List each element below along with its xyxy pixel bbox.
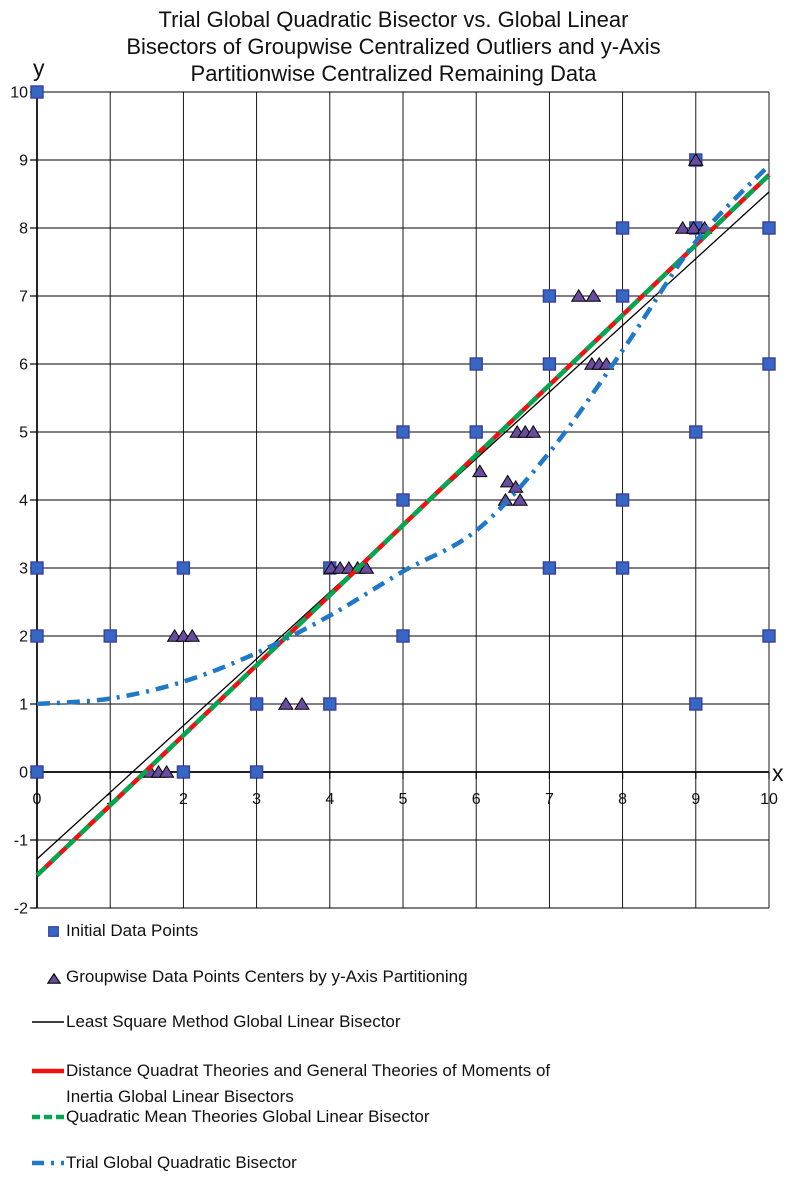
triangle-data-point — [512, 492, 529, 506]
square-data-point — [396, 425, 410, 439]
triangle-data-point — [585, 288, 602, 302]
y-tick-label: 5 — [19, 425, 28, 442]
triangle-data-point — [674, 220, 691, 234]
green-dashed-line-icon — [32, 1114, 67, 1120]
chart-title-line2: Bisectors of Groupwise Centralized Outli… — [126, 34, 661, 59]
triangle-data-point — [277, 696, 294, 710]
triangle-data-point — [570, 288, 587, 302]
chart-title: Trial Global Quadratic Bisector vs. Glob… — [0, 6, 787, 87]
square-marker-icon — [48, 926, 59, 937]
legend-label: Distance Quadrat Theories and General Th… — [66, 1061, 551, 1106]
y-tick-label: 6 — [19, 357, 28, 374]
legend-label: Trial Global Quadratic Bisector — [66, 1153, 297, 1172]
y-tick-label: 2 — [19, 629, 28, 646]
chart-title-line1: Trial Global Quadratic Bisector vs. Glob… — [158, 7, 629, 32]
x-tick-label: 5 — [399, 791, 408, 808]
legend-label: Quadratic Mean Theories Global Linear Bi… — [66, 1107, 430, 1126]
x-tick-label: 3 — [252, 791, 261, 808]
series-5 — [36, 163, 771, 707]
y-tick-label: -2 — [14, 901, 28, 918]
legend-label: Initial Data Points — [66, 921, 199, 940]
series-0 — [30, 85, 776, 779]
square-data-point — [615, 289, 630, 303]
chart-title-line3: Partitionwise Centralized Remaining Data — [190, 61, 597, 86]
square-data-point — [30, 85, 44, 99]
square-data-point — [762, 629, 776, 643]
x-tick-label: 9 — [691, 791, 700, 808]
triangle-data-point — [294, 696, 310, 710]
series-line-5 — [36, 163, 771, 707]
legend-label: Least Square Method Global Linear Bisect… — [66, 1012, 401, 1031]
x-tick-label: 6 — [472, 791, 481, 808]
y-tick-label: 0 — [19, 765, 28, 782]
y-tick-label: 10 — [10, 85, 28, 102]
triangle-data-point — [158, 764, 175, 778]
y-tick-label: 1 — [19, 697, 28, 714]
square-data-point — [689, 697, 703, 711]
square-data-point — [615, 221, 630, 235]
y-tick-label: -1 — [14, 833, 28, 850]
thin-line-icon — [32, 1021, 64, 1023]
square-data-point — [103, 629, 117, 643]
red-line-icon — [32, 1068, 64, 1074]
square-data-point — [469, 357, 483, 371]
square-data-point — [615, 561, 630, 575]
square-data-point — [762, 221, 776, 235]
x-tick-label: 10 — [760, 791, 778, 808]
triangle-data-point — [687, 152, 704, 166]
square-data-point — [176, 561, 191, 575]
series-4 — [35, 173, 771, 877]
square-data-point — [762, 357, 776, 371]
y-tick-label: 9 — [19, 153, 28, 170]
series-line-4 — [35, 173, 771, 877]
square-data-point — [30, 561, 44, 575]
legend-item-trial-quadratic-bisector: Trial Global Quadratic Bisector — [30, 1150, 770, 1176]
legend-item-initial-data-points: Initial Data Points — [30, 918, 770, 944]
x-tick-label: 0 — [33, 791, 42, 808]
x-tick-label: 4 — [325, 791, 334, 808]
x-tick-label: 2 — [179, 791, 188, 808]
x-axis-title: x — [772, 760, 784, 786]
square-data-point — [396, 493, 410, 507]
y-tick-label: 3 — [19, 561, 28, 578]
data-series — [30, 85, 776, 877]
y-tick-label: 4 — [19, 493, 28, 510]
triangle-data-point — [499, 474, 516, 488]
square-data-point — [542, 289, 557, 303]
square-data-point — [30, 629, 44, 643]
legend-item-quadratic-mean-bisector: Quadratic Mean Theories Global Linear Bi… — [30, 1104, 770, 1130]
triangle-data-point — [358, 560, 375, 574]
triangle-marker-icon — [47, 973, 61, 984]
x-tick-label: 8 — [618, 791, 627, 808]
blue-dashdot-line-icon — [32, 1160, 64, 1166]
square-data-point — [615, 493, 630, 507]
square-data-point — [30, 765, 44, 779]
triangle-data-point — [184, 628, 201, 642]
legend-item-least-square-bisector: Least Square Method Global Linear Bisect… — [30, 1009, 770, 1035]
triangle-data-point — [471, 464, 488, 478]
legend-label: Groupwise Data Points Centers by y-Axis … — [66, 967, 468, 986]
square-data-point — [469, 425, 483, 439]
x-tick-label: 7 — [545, 791, 554, 808]
legend-item-groupwise-centers: Groupwise Data Points Centers by y-Axis … — [30, 964, 770, 990]
triangle-data-point — [525, 424, 542, 438]
square-data-point — [689, 425, 703, 439]
square-data-point — [176, 765, 191, 779]
triangle-data-point — [685, 220, 702, 234]
square-data-point — [542, 561, 557, 575]
y-tick-label: 7 — [19, 289, 28, 306]
square-data-point — [249, 697, 264, 711]
square-data-point — [396, 629, 410, 643]
legend-item-distance-quadrat-bisectors: Distance Quadrat Theories and General Th… — [30, 1058, 770, 1110]
square-data-point — [323, 697, 337, 711]
square-data-point — [249, 765, 264, 779]
series-1 — [142, 152, 713, 778]
x-tick-label: 1 — [106, 791, 115, 808]
y-axis-title: y — [33, 55, 45, 81]
y-tick-label: 8 — [19, 221, 28, 238]
square-data-point — [542, 357, 557, 371]
